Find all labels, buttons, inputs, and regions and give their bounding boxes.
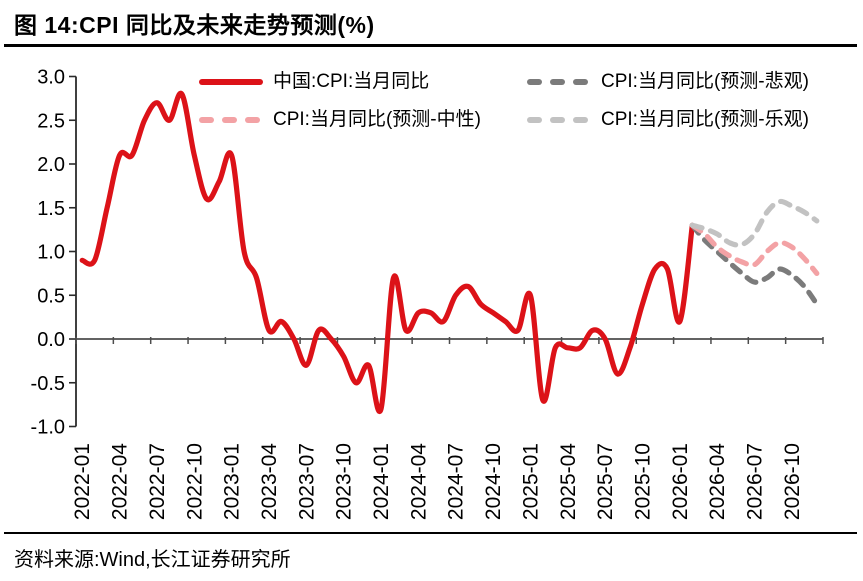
x-axis-label: 2022-01 xyxy=(71,443,94,520)
legend-item-pessimistic: CPI:当月同比(预测-悲观) xyxy=(527,71,809,93)
y-axis-label: 1.5 xyxy=(37,198,65,220)
pessimistic-line-swatch xyxy=(527,79,591,85)
figure-title: 图 14:CPI 同比及未来走势预测(%) xyxy=(14,12,375,38)
series-line-forecast-neutral xyxy=(689,222,820,276)
x-axis-label: 2024-10 xyxy=(482,443,505,520)
legend-dash xyxy=(199,117,214,123)
x-axis-label: 2024-04 xyxy=(407,443,430,520)
x-axis-label: 2023-10 xyxy=(333,443,356,520)
legend-label-pessimistic: CPI:当月同比(预测-悲观) xyxy=(601,71,809,92)
legend-dash xyxy=(550,117,565,123)
x-axis-label: 2022-10 xyxy=(183,443,206,520)
x-axis-label: 2024-07 xyxy=(445,443,468,520)
legend-label-neutral: CPI:当月同比(预测-中性) xyxy=(273,109,481,130)
y-axis-label: 2.0 xyxy=(37,154,65,176)
x-axis-label: 2025-01 xyxy=(519,443,542,520)
title-rule xyxy=(4,44,857,47)
legend-item-neutral: CPI:当月同比(预测-中性) xyxy=(199,109,481,131)
x-axis-label: 2022-04 xyxy=(109,443,132,520)
legend-dash xyxy=(550,79,565,85)
x-axis-label: 2025-07 xyxy=(594,443,617,520)
legend-item-optimistic: CPI:当月同比(预测-乐观) xyxy=(527,109,809,131)
series-line-forecast-optimistic xyxy=(689,198,820,248)
legend-label-optimistic: CPI:当月同比(预测-乐观) xyxy=(601,109,809,130)
y-axis-label: 3.0 xyxy=(37,67,65,89)
legend-dash xyxy=(527,117,542,123)
optimistic-line-swatch xyxy=(527,117,591,123)
y-axis-label: -1.0 xyxy=(31,417,65,439)
legend-label-actual: 中国:CPI:当月同比 xyxy=(273,71,430,92)
x-axis-label: 2023-01 xyxy=(221,443,244,520)
series-line-actual xyxy=(79,90,695,415)
x-axis-label: 2024-01 xyxy=(370,443,393,520)
y-axis-label: 0.5 xyxy=(37,285,65,307)
x-axis-label: 2026-10 xyxy=(781,443,804,520)
actual-line-swatch xyxy=(199,79,263,85)
x-axis-label: 2025-04 xyxy=(557,443,580,520)
legend-dash xyxy=(245,117,260,123)
y-axis-label: 0.0 xyxy=(37,329,65,351)
x-axis-label: 2023-07 xyxy=(295,443,318,520)
x-axis-label: 2023-04 xyxy=(258,443,281,520)
y-axis-label: -0.5 xyxy=(31,373,65,395)
x-axis-label: 2026-04 xyxy=(706,443,729,520)
legend-item-actual: 中国:CPI:当月同比 xyxy=(199,71,429,93)
neutral-line-swatch xyxy=(199,117,263,123)
footer-rule xyxy=(4,532,857,534)
source-note: 资料来源:Wind,长江证券研究所 xyxy=(14,549,291,571)
x-axis-label: 2022-07 xyxy=(146,443,169,520)
legend-dash xyxy=(527,79,542,85)
x-axis-label: 2026-01 xyxy=(669,443,692,520)
x-axis-label: 2026-07 xyxy=(744,443,767,520)
y-axis-label: 1.0 xyxy=(37,242,65,264)
legend-dash xyxy=(222,117,237,123)
series-line-forecast-pessimistic xyxy=(689,222,820,307)
x-axis-label: 2025-10 xyxy=(632,443,655,520)
y-axis-label: 2.5 xyxy=(37,110,65,132)
legend-dash xyxy=(573,117,588,123)
legend-dash xyxy=(573,79,588,85)
